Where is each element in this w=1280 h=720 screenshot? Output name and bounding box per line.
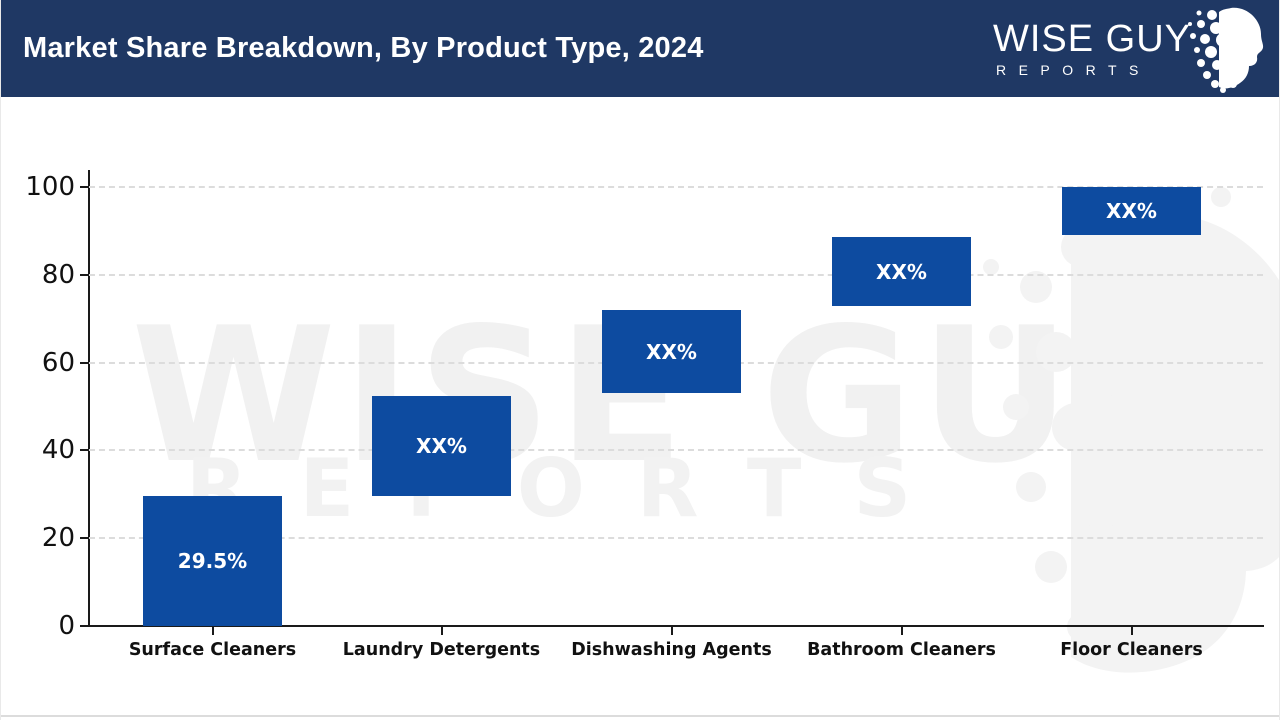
x-axis-line — [88, 625, 1264, 627]
x-axis-category-label: Floor Cleaners — [1060, 640, 1203, 660]
bottom-border-line — [1, 715, 1279, 717]
bar-floor-cleaners: XX% — [1062, 187, 1201, 236]
y-axis-tick-label: 0 — [58, 611, 75, 641]
x-axis-category-label: Laundry Detergents — [342, 640, 541, 660]
gridline — [89, 449, 1263, 452]
x-axis-tick — [440, 627, 443, 635]
y-axis-tick-label: 40 — [41, 435, 75, 466]
y-axis-tick — [80, 625, 89, 627]
bar-bathroom-cleaners: XX% — [832, 237, 971, 306]
x-axis-tick — [211, 627, 214, 635]
header: Market Share Breakdown, By Product Type,… — [1, 0, 1279, 97]
y-axis-line — [88, 170, 90, 627]
x-axis-category-label: Bathroom Cleaners — [807, 640, 996, 660]
x-axis-tick — [670, 627, 673, 635]
bar-laundry-detergents: XX% — [372, 395, 511, 497]
bar-value-label: XX% — [876, 259, 927, 284]
page-title: Market Share Breakdown, By Product Type,… — [23, 32, 704, 64]
watermark-subtitle: REPORTS — [186, 442, 964, 535]
y-axis-tick — [80, 186, 89, 188]
y-axis-tick-label: 20 — [41, 523, 75, 554]
y-axis-tick — [80, 361, 89, 364]
x-axis-tick — [1130, 627, 1133, 635]
logo-wordmark: WISE GUY — [992, 18, 1191, 60]
y-axis-tick-label: 100 — [25, 172, 75, 202]
y-axis-tick — [80, 537, 89, 540]
logo-subtitle: REPORTS — [995, 62, 1151, 78]
logo-head-icon — [1188, 7, 1264, 93]
bar-value-label: XX% — [646, 339, 697, 364]
x-axis-category-label: Surface Cleaners — [128, 640, 297, 660]
y-axis-tick — [80, 449, 89, 452]
y-axis-tick-label: 80 — [41, 259, 75, 290]
bar-value-label: 29.5% — [177, 549, 248, 574]
logo-text: WISE GUY REPORTS — [993, 20, 1191, 77]
gridline — [89, 273, 1263, 276]
bar-value-label: XX% — [1106, 199, 1157, 224]
gridline — [89, 186, 1263, 188]
x-axis-category-label: Dishwashing Agents — [571, 640, 772, 660]
y-axis-tick-label: 60 — [41, 347, 75, 378]
bar-surface-cleaners: 29.5% — [143, 496, 282, 626]
chart-area: WISE GUY REPORTS 0 20 40 60 80 100 29.5% Surfac… — [1, 97, 1279, 720]
y-axis-tick — [80, 273, 89, 276]
bar-dishwashing-agents: XX% — [602, 309, 741, 394]
bar-value-label: XX% — [416, 434, 467, 458]
wiseguy-logo: WISE GUY REPORTS — [993, 4, 1267, 94]
gridline — [89, 537, 1263, 540]
x-axis-tick — [900, 627, 903, 635]
